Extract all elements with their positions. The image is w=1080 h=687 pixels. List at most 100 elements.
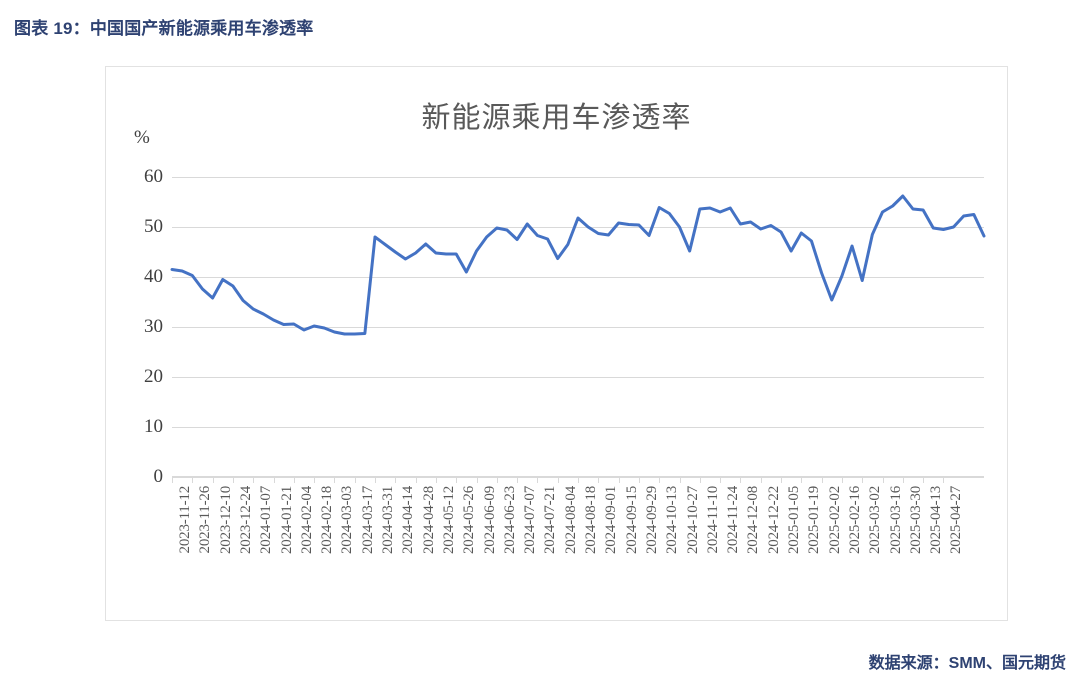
chart-title: 新能源乘用车渗透率 [421,102,692,134]
x-axis-tick-label: 2023-12-10 [217,486,234,554]
x-axis-tick-mark [476,477,478,483]
y-axis-tick-label: 0 [153,466,164,487]
x-axis-line [172,476,984,477]
x-axis-tick-mark [354,477,356,483]
x-axis-tick-label: 2024-10-27 [684,486,701,554]
x-axis-tick-mark [496,477,498,483]
x-axis-tick-mark [253,477,255,483]
x-axis-tick-label: 2024-11-24 [725,486,742,554]
x-axis-tick-label: 2023-11-12 [177,486,193,554]
y-axis-unit-label: % [134,127,150,148]
x-axis-tick-mark [882,477,884,483]
x-axis-tick-label: 2025-02-02 [826,486,843,554]
x-axis-tick-label: 2024-03-03 [339,486,356,554]
x-axis-tick-label: 2024-08-18 [583,486,599,554]
gridline: 10 [144,416,984,437]
x-axis-tick-mark [293,477,295,483]
x-axis-tick-mark [923,477,925,483]
x-axis-tick-label: 2025-02-16 [846,486,863,554]
line-series-chart [172,177,984,477]
x-axis-tick-label: 2024-09-01 [603,486,620,554]
x-axis-tick-label: 2024-12-22 [765,486,782,554]
x-axis-tick-label: 2025-01-19 [806,486,823,554]
x-axis-tick-label: 2024-11-10 [704,486,721,554]
x-axis-tick-mark [334,477,336,483]
x-axis-tick-label: 2025-03-16 [887,486,904,554]
x-axis-tick-mark [232,477,234,483]
y-axis-tick-label: 40 [144,266,163,287]
x-axis-tick-mark [517,477,519,483]
series-line-penetration-rate [172,196,984,334]
x-axis-tick-label: 2024-03-31 [380,486,396,554]
x-axis-tick-label: 2024-02-18 [319,486,336,554]
x-axis-tick-label: 2025-04-27 [948,486,965,554]
x-axis-tick-label: 2025-03-30 [907,486,924,554]
x-axis-tick-label: 2024-01-21 [278,486,295,554]
x-axis-tick-mark [720,477,722,483]
x-axis-tick-label: 2023-11-26 [197,486,214,554]
x-axis-tick-mark [862,477,864,483]
x-axis-tick-mark [841,477,843,483]
x-axis-tick-label: 2023-12-24 [237,486,254,554]
x-axis-tick-label: 2024-09-29 [643,486,660,554]
x-axis-tick-mark [659,477,661,483]
x-axis-tick-mark [537,477,539,483]
x-axis-tick-mark [598,477,600,483]
gridline: 20 [144,366,984,387]
x-axis-tick-label: 2025-03-02 [867,486,884,554]
x-axis-tick-mark [172,477,173,483]
x-axis-tick-label: 2025-04-13 [928,486,945,554]
gridline: 50 [144,216,984,237]
data-source-note: 数据来源：SMM、国元期货 [868,655,1066,672]
x-axis-tick-label: 2024-07-21 [542,486,559,554]
figure-caption: 图表 19：中国国产新能源乘用车渗透率 [14,19,314,38]
x-axis-tick-mark [578,477,579,483]
x-axis-tick-mark [801,477,803,483]
x-axis-tick-label: 2024-03-17 [359,486,376,554]
y-axis-tick-label: 30 [144,316,163,337]
x-axis-tick-label: 2024-06-23 [501,486,518,554]
x-axis-tick-mark [821,477,823,483]
x-axis-tick-mark [781,477,782,483]
x-axis-tick-mark [456,477,458,483]
x-axis-tick-mark [740,477,742,483]
x-axis-tick-label: 2024-04-28 [420,486,437,554]
x-axis-tick-mark [395,477,397,483]
x-axis-tick-mark [699,477,701,483]
x-axis-tick-label: 2024-02-04 [298,486,315,554]
x-axis-tick-mark [557,477,559,483]
gridline: 60 [144,166,984,187]
y-axis-tick-label: 20 [144,366,163,387]
x-axis-tick-mark [760,477,762,483]
y-axis-tick-label: 60 [144,166,163,187]
x-axis-tick-mark [192,477,194,483]
x-axis-tick-label: 2024-05-26 [461,486,478,554]
x-axis-tick-label: 2025-01-05 [786,486,802,554]
gridline: 40 [144,266,984,287]
x-axis-tick-mark [679,477,681,483]
x-axis-tick-mark [314,477,316,483]
x-axis-tick-mark [212,477,214,483]
x-axis-tick-label: 2024-10-13 [664,486,681,554]
plot-area: 0 10 20 30 40 50 60 2023-11-12 2023-11-26 2023-1… [144,166,984,554]
gridline: 30 [144,316,984,337]
y-axis-tick-label: 10 [144,416,163,437]
x-axis-tick-mark [638,477,640,483]
x-axis-tick-mark [902,477,904,483]
x-axis-tick-label: 2024-01-07 [258,486,275,554]
x-axis-tick-mark [943,477,945,483]
x-axis-tick-mark [435,477,437,483]
x-axis-tick-mark [415,477,417,483]
x-axis-tick-label: 2024-05-12 [440,486,457,554]
x-axis-tick-label: 2024-07-07 [522,486,539,554]
x-axis-tick-mark [375,477,376,483]
x-axis-tick-mark [273,477,275,483]
x-axis-tick-label: 2024-04-14 [400,486,417,554]
x-axis-tick-label: 2024-12-08 [745,486,762,554]
chart-container: 新能源乘用车渗透率 % 0 10 20 30 40 50 60 2023-11-12 2023… [105,66,1008,621]
x-axis-tick-mark [618,477,620,483]
x-axis-tick-label: 2024-09-15 [623,486,640,554]
y-axis-tick-label: 50 [144,216,163,237]
x-axis-tick-label: 2024-08-04 [562,486,579,554]
